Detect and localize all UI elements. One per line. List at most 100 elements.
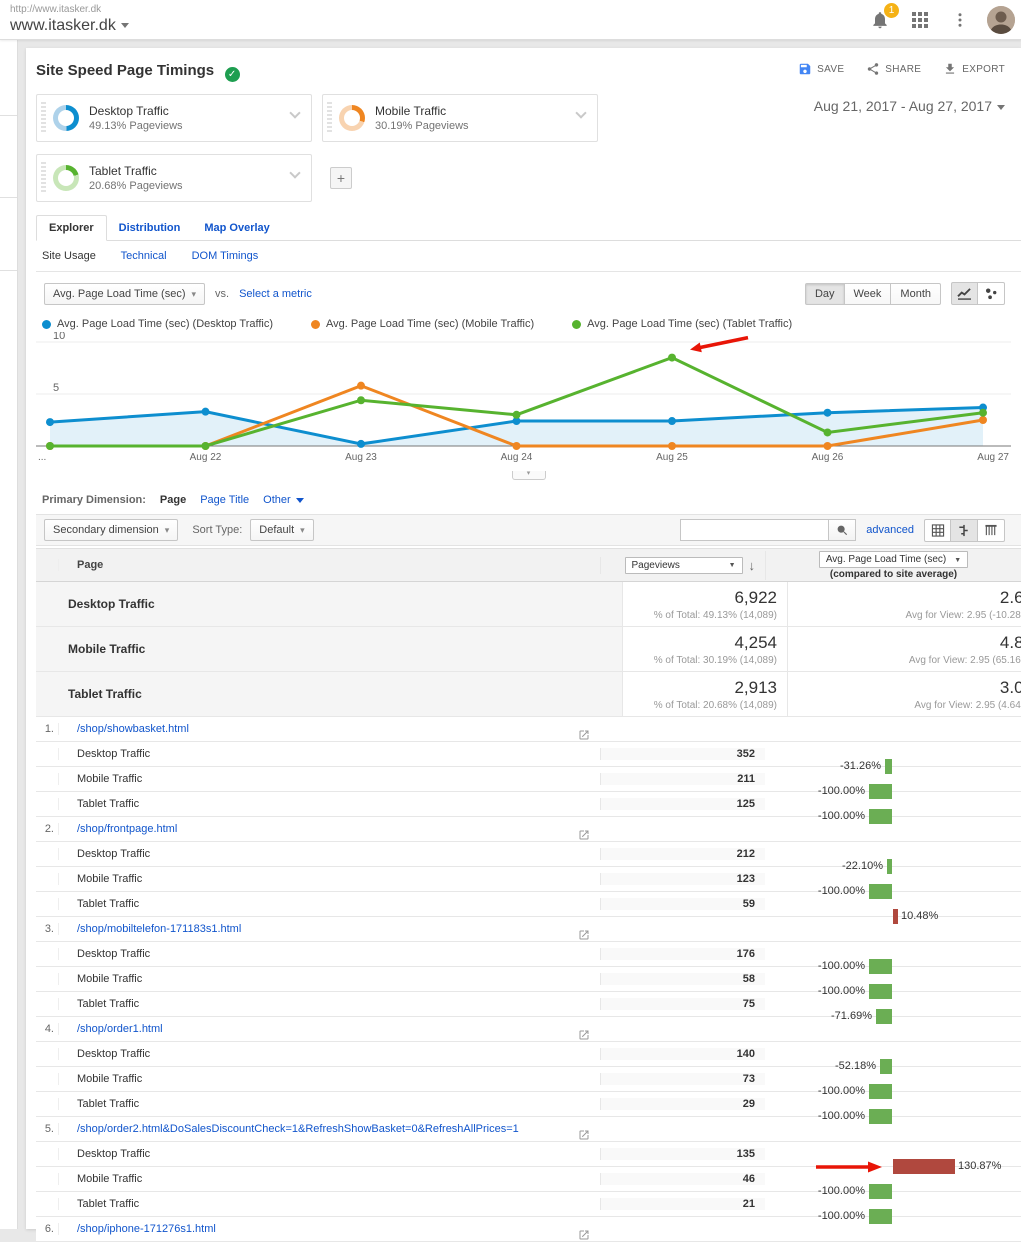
open-in-new-icon[interactable]	[578, 929, 590, 941]
tab-map-overlay[interactable]: Map Overlay	[192, 216, 281, 240]
summary-metric-note: Avg for View: 2.95 (-10.28%)	[906, 610, 1021, 621]
collapsed-sidebar[interactable]	[0, 40, 18, 1229]
percent-change-label: -100.00%	[818, 810, 865, 822]
chevron-down-icon[interactable]	[289, 107, 300, 118]
open-in-new-icon[interactable]	[578, 829, 590, 841]
segment-detail: 20.68% Pageviews	[89, 180, 183, 192]
percent-change-label: -100.00%	[818, 885, 865, 897]
segment-card-tablet[interactable]: Tablet Traffic 20.68% Pageviews	[36, 154, 312, 202]
page-url-link[interactable]: /shop/order2.html&DoSalesDiscountCheck=1…	[77, 1123, 519, 1135]
segment-card-desktop[interactable]: Desktop Traffic 49.13% Pageviews	[36, 94, 312, 142]
data-table-view-button[interactable]	[924, 519, 951, 542]
summary-metric: 3.09	[1000, 678, 1021, 698]
mobile-donut-chart	[339, 105, 365, 131]
dimension-page-title[interactable]: Page Title	[200, 494, 249, 506]
svg-text:Aug 23: Aug 23	[345, 452, 377, 463]
chart-expand-handle[interactable]: ▾	[512, 471, 546, 480]
property-selector[interactable]: www.itasker.dk	[10, 17, 129, 35]
negative-change-bar	[869, 884, 892, 899]
motion-chart-view-button[interactable]	[978, 282, 1005, 305]
advanced-search-link[interactable]: advanced	[866, 524, 914, 536]
percent-change-label: -22.10%	[842, 860, 883, 872]
legend-item-desktop[interactable]: Avg. Page Load Time (sec) (Desktop Traff…	[42, 318, 273, 330]
annotation-arrow-icon	[814, 1161, 884, 1173]
subtab-site-usage[interactable]: Site Usage	[42, 250, 96, 262]
dimension-page[interactable]: Page	[160, 494, 186, 506]
summary-label: Desktop Traffic	[58, 582, 622, 626]
drag-handle[interactable]	[41, 162, 46, 194]
metric-select[interactable]: Avg. Page Load Time (sec)	[44, 283, 205, 305]
dimension-other[interactable]: Other	[263, 494, 304, 506]
summary-metric-note: Avg for View: 2.95 (4.64%)	[914, 700, 1021, 711]
summary-pageviews: 6,922	[734, 588, 777, 608]
metric-column-select[interactable]: Avg. Page Load Time (sec)	[819, 551, 968, 568]
chevron-down-icon[interactable]	[575, 107, 586, 118]
tab-explorer[interactable]: Explorer	[36, 215, 107, 241]
pageviews-value: 46	[743, 1173, 755, 1185]
page-url-link[interactable]: /shop/mobiltelefon-171183s1.html	[77, 923, 241, 935]
notifications-button[interactable]: 1	[867, 7, 893, 33]
subtab-technical[interactable]: Technical	[121, 250, 167, 262]
subtab-dom-timings[interactable]: DOM Timings	[192, 250, 259, 262]
add-segment-button[interactable]: +	[330, 167, 352, 189]
drag-handle[interactable]	[41, 102, 46, 134]
more-options-button[interactable]	[947, 7, 973, 33]
search-button[interactable]	[828, 519, 856, 541]
pageviews-value: 135	[737, 1148, 755, 1160]
legend-dot-desktop	[42, 320, 51, 329]
open-in-new-icon[interactable]	[578, 1229, 590, 1241]
pivot-view-button[interactable]	[978, 519, 1005, 542]
app-header: http://www.itasker.dk www.itasker.dk 1	[0, 0, 1021, 40]
select-metric-link[interactable]: Select a metric	[239, 288, 312, 300]
pageviews-value: 75	[743, 998, 755, 1010]
sort-descending-icon[interactable]: ↓	[749, 558, 756, 573]
pageviews-column-select[interactable]: Pageviews	[625, 557, 743, 574]
pageviews-value: 176	[737, 948, 755, 960]
granularity-week[interactable]: Week	[845, 283, 892, 305]
secondary-dimension-button[interactable]: Secondary dimension	[44, 519, 178, 541]
percent-change-label: -100.00%	[818, 785, 865, 797]
line-chart-view-button[interactable]	[951, 282, 978, 305]
pageviews-value: 352	[737, 748, 755, 760]
negative-change-bar	[887, 859, 892, 874]
pageviews-value: 140	[737, 1048, 755, 1060]
row-rank: 5.	[36, 1123, 58, 1135]
sort-type-select[interactable]: Default	[250, 519, 313, 541]
page-url-link[interactable]: /shop/frontpage.html	[77, 823, 177, 835]
granularity-month[interactable]: Month	[891, 283, 941, 305]
date-range-selector[interactable]: Aug 21, 2017 - Aug 27, 2017	[814, 98, 1005, 114]
segment-label: Mobile Traffic	[77, 1173, 142, 1185]
user-avatar[interactable]	[987, 6, 1015, 34]
table-search-input[interactable]	[680, 519, 828, 541]
page-url-link[interactable]: /shop/showbasket.html	[77, 723, 189, 735]
positive-change-bar	[893, 1159, 955, 1174]
summary-pageviews-note: % of Total: 20.68% (14,089)	[654, 700, 777, 711]
save-button[interactable]: SAVE	[798, 62, 844, 76]
pageviews-value: 59	[743, 898, 755, 910]
granularity-day[interactable]: Day	[805, 283, 845, 305]
column-header-page[interactable]: Page	[77, 559, 103, 571]
legend-dot-mobile	[311, 320, 320, 329]
comparison-view-button[interactable]	[951, 519, 978, 542]
page-url-link[interactable]: /shop/order1.html	[77, 1023, 163, 1035]
page-url-link[interactable]: /shop/iphone-171276s1.html	[77, 1223, 216, 1235]
segment-name: Mobile Traffic	[375, 104, 469, 118]
tab-distribution[interactable]: Distribution	[107, 216, 193, 240]
share-button[interactable]: SHARE	[866, 62, 921, 76]
legend-item-mobile[interactable]: Avg. Page Load Time (sec) (Mobile Traffi…	[311, 318, 534, 330]
open-in-new-icon[interactable]	[578, 729, 590, 741]
chart-legend: Avg. Page Load Time (sec) (Desktop Traff…	[36, 306, 1021, 332]
chevron-down-icon[interactable]	[289, 167, 300, 178]
drag-handle[interactable]	[327, 102, 332, 134]
percent-change-label: -100.00%	[818, 985, 865, 997]
granularity-group: Day Week Month	[805, 283, 941, 305]
open-in-new-icon[interactable]	[578, 1129, 590, 1141]
segment-card-mobile[interactable]: Mobile Traffic 30.19% Pageviews	[322, 94, 598, 142]
export-button[interactable]: EXPORT	[943, 62, 1005, 76]
legend-item-tablet[interactable]: Avg. Page Load Time (sec) (Tablet Traffi…	[572, 318, 792, 330]
apps-menu-button[interactable]	[907, 7, 933, 33]
open-in-new-icon[interactable]	[578, 1029, 590, 1041]
